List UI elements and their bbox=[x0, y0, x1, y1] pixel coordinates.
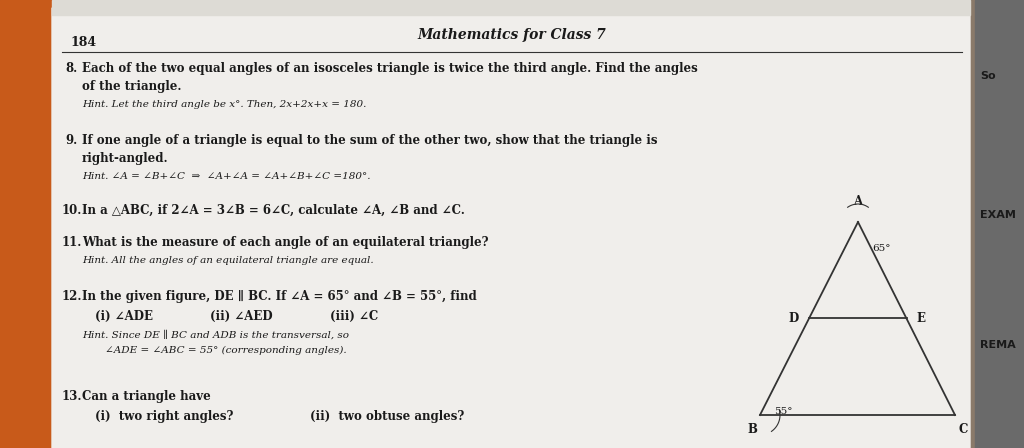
Text: Hint. Since DE ∥ BC and ADB is the transversal, so: Hint. Since DE ∥ BC and ADB is the trans… bbox=[82, 330, 349, 340]
Text: (ii)  two obtuse angles?: (ii) two obtuse angles? bbox=[310, 410, 464, 423]
Text: 65°: 65° bbox=[872, 244, 891, 253]
Text: What is the measure of each angle of an equilateral triangle?: What is the measure of each angle of an … bbox=[82, 236, 488, 249]
Text: (iii) ∠C: (iii) ∠C bbox=[330, 310, 378, 323]
Text: REMA: REMA bbox=[980, 340, 1016, 350]
Text: (i)  two right angles?: (i) two right angles? bbox=[95, 410, 233, 423]
Text: B: B bbox=[748, 423, 757, 436]
Text: ∠ADE = ∠ABC = 55° (corresponding angles).: ∠ADE = ∠ABC = 55° (corresponding angles)… bbox=[105, 346, 347, 355]
Text: (ii) ∠AED: (ii) ∠AED bbox=[210, 310, 272, 323]
Text: C: C bbox=[958, 423, 968, 436]
Text: Each of the two equal angles of an isosceles triangle is twice the third angle. : Each of the two equal angles of an isosc… bbox=[82, 62, 697, 75]
Text: 10.: 10. bbox=[62, 204, 82, 217]
Text: Hint. ∠A = ∠B+∠C  ⇒  ∠A+∠A = ∠A+∠B+∠C =180°.: Hint. ∠A = ∠B+∠C ⇒ ∠A+∠A = ∠A+∠B+∠C =180… bbox=[82, 172, 371, 181]
Text: 8.: 8. bbox=[65, 62, 77, 75]
Text: In the given figure, DE ∥ BC. If ∠A = 65° and ∠B = 55°, find: In the given figure, DE ∥ BC. If ∠A = 65… bbox=[82, 290, 477, 303]
Text: 13.: 13. bbox=[62, 390, 83, 403]
Text: If one angle of a triangle is equal to the sum of the other two, show that the t: If one angle of a triangle is equal to t… bbox=[82, 134, 657, 147]
Text: 55°: 55° bbox=[774, 407, 793, 416]
Text: E: E bbox=[916, 312, 926, 325]
Text: Hint. All the angles of an equilateral triangle are equal.: Hint. All the angles of an equilateral t… bbox=[82, 256, 374, 265]
Bar bbox=[975, 0, 1024, 448]
Text: Mathematics for Class 7: Mathematics for Class 7 bbox=[418, 28, 606, 42]
Text: So: So bbox=[980, 71, 995, 81]
Text: 11.: 11. bbox=[62, 236, 82, 249]
Text: 184: 184 bbox=[70, 35, 96, 48]
Bar bbox=[52, 0, 970, 15]
Text: 12.: 12. bbox=[62, 290, 83, 303]
Text: D: D bbox=[788, 312, 799, 325]
Text: Can a triangle have: Can a triangle have bbox=[82, 390, 211, 403]
Text: A: A bbox=[853, 195, 862, 208]
Polygon shape bbox=[52, 0, 970, 448]
Text: In a △ABC, if 2∠A = 3∠B = 6∠C, calculate ∠A, ∠B and ∠C.: In a △ABC, if 2∠A = 3∠B = 6∠C, calculate… bbox=[82, 204, 465, 217]
Text: (i) ∠ADE: (i) ∠ADE bbox=[95, 310, 153, 323]
Text: right-angled.: right-angled. bbox=[82, 152, 169, 165]
Bar bbox=[0, 0, 52, 448]
Text: of the triangle.: of the triangle. bbox=[82, 80, 181, 93]
Text: EXAM: EXAM bbox=[980, 210, 1016, 220]
Text: 9.: 9. bbox=[65, 134, 77, 147]
Text: Hint. Let the third angle be x°. Then, 2x+2x+x = 180.: Hint. Let the third angle be x°. Then, 2… bbox=[82, 100, 367, 109]
